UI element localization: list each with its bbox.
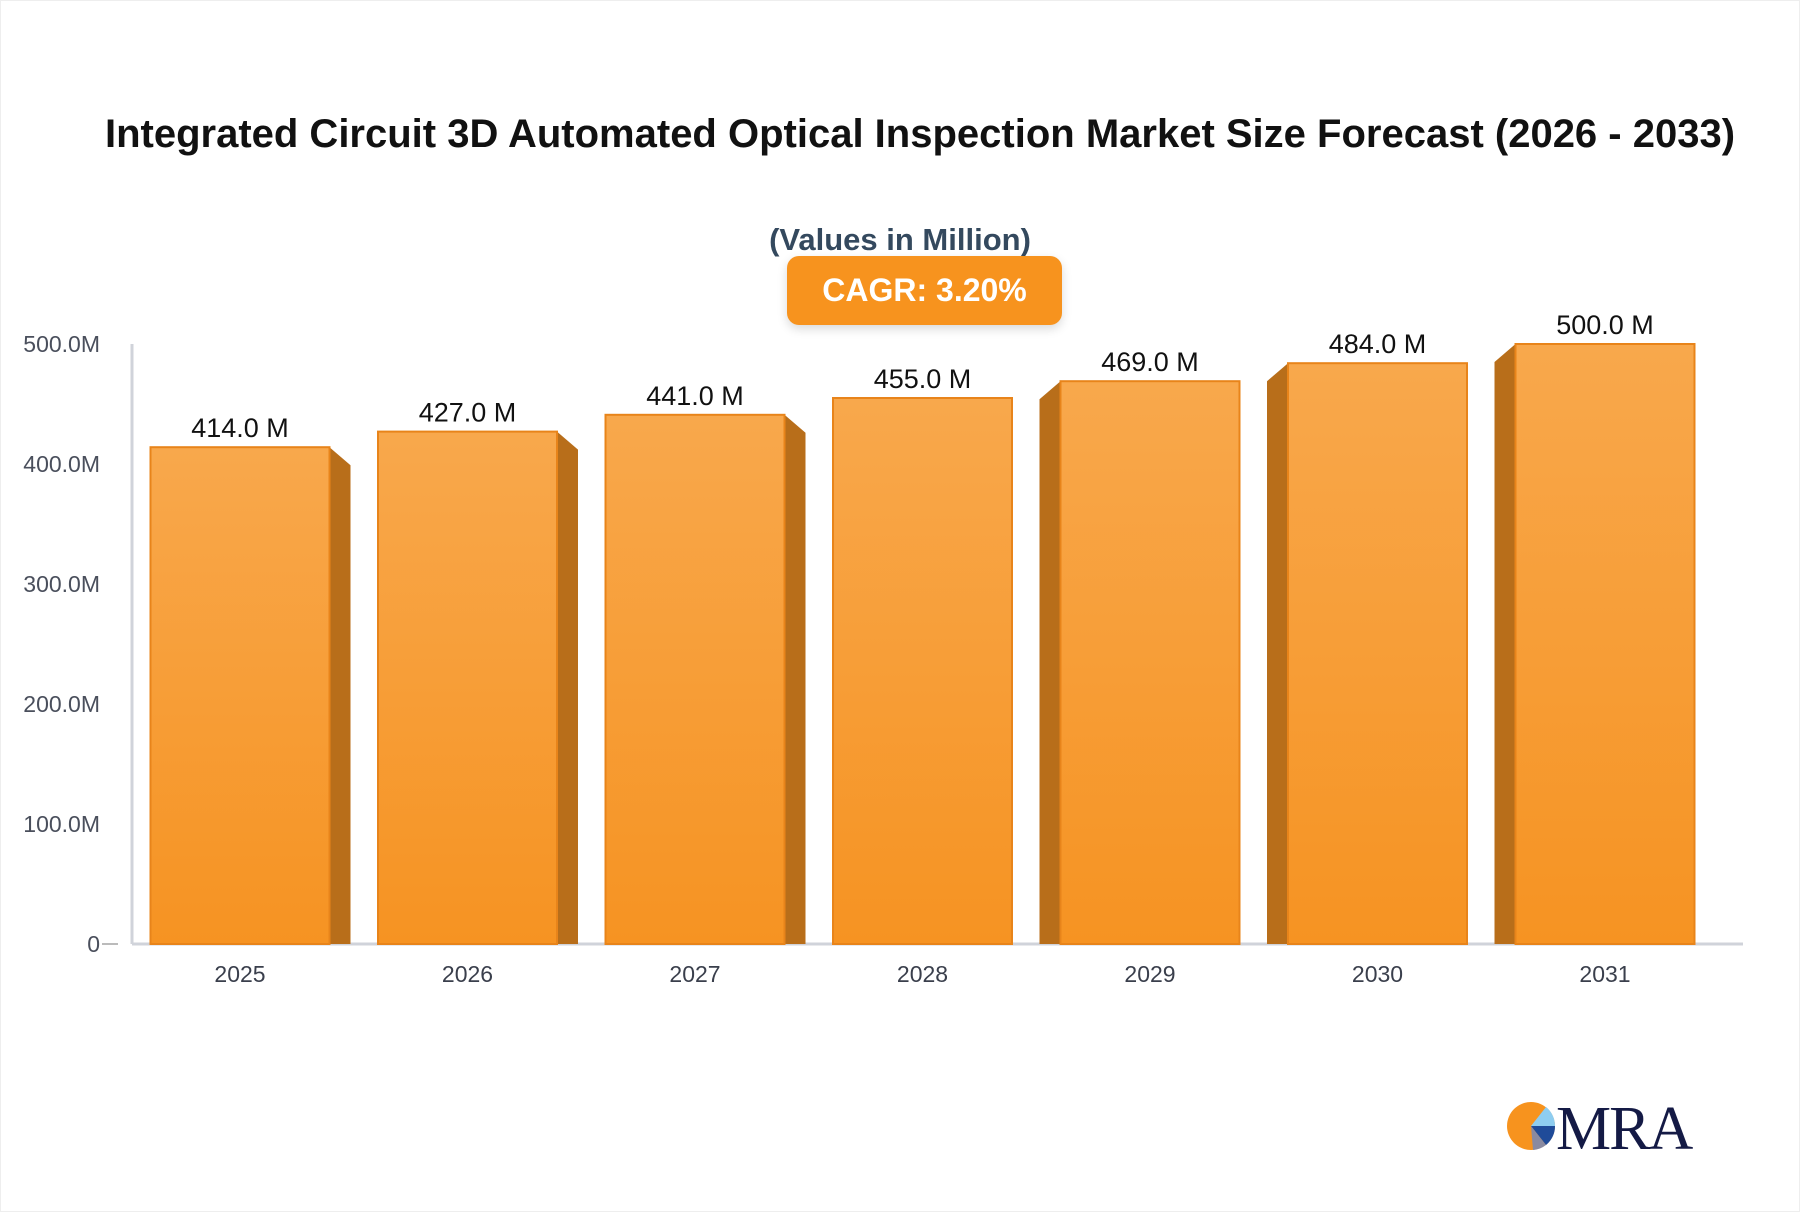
bar-side	[1039, 381, 1061, 944]
data-label: 441.0 M	[646, 381, 744, 411]
data-label: 500.0 M	[1556, 310, 1654, 340]
bar-side	[784, 414, 806, 944]
data-label: 414.0 M	[191, 413, 289, 443]
x-tick-label: 2031	[1579, 961, 1630, 987]
bar-2028	[832, 397, 1013, 945]
cagr-badge: CAGR: 3.20%	[787, 256, 1062, 325]
mra-logo: MRA	[1506, 1095, 1696, 1163]
chart-subtitle: (Values in Million)	[769, 222, 1031, 257]
bar-side	[1494, 344, 1516, 944]
x-tick-label: 2029	[1124, 961, 1175, 987]
data-label: 469.0 M	[1101, 347, 1199, 377]
x-tick-label: 2028	[897, 961, 948, 987]
bar-2029	[1059, 380, 1241, 945]
x-tick-label: 2025	[214, 961, 265, 987]
bar-2027	[604, 413, 786, 945]
x-tick-label: 2027	[669, 961, 720, 987]
logo-text: MRA	[1556, 1095, 1693, 1163]
bar-2025	[149, 446, 331, 945]
bar-side	[557, 431, 578, 945]
y-tick-label: 200.0M	[23, 691, 100, 717]
bar-side	[329, 447, 351, 944]
chart-title: Integrated Circuit 3D Automated Optical …	[104, 112, 1736, 156]
data-label: 484.0 M	[1329, 329, 1427, 359]
y-tick-label: 0	[87, 931, 100, 957]
y-tick-label: 400.0M	[23, 451, 100, 477]
y-tick-label: 100.0M	[23, 811, 100, 837]
y-tick-label: 300.0M	[23, 571, 100, 597]
data-label: 427.0 M	[419, 398, 517, 428]
bar-2030	[1287, 362, 1468, 945]
pie-logo-icon	[1507, 1102, 1556, 1150]
bar-2026	[377, 430, 558, 946]
x-tick-label: 2030	[1352, 961, 1403, 987]
bar-side	[1267, 363, 1288, 944]
data-label: 455.0 M	[874, 364, 972, 394]
bar-2031	[1514, 343, 1696, 945]
y-tick-label: 500.0M	[23, 331, 100, 357]
x-tick-label: 2026	[442, 961, 493, 987]
